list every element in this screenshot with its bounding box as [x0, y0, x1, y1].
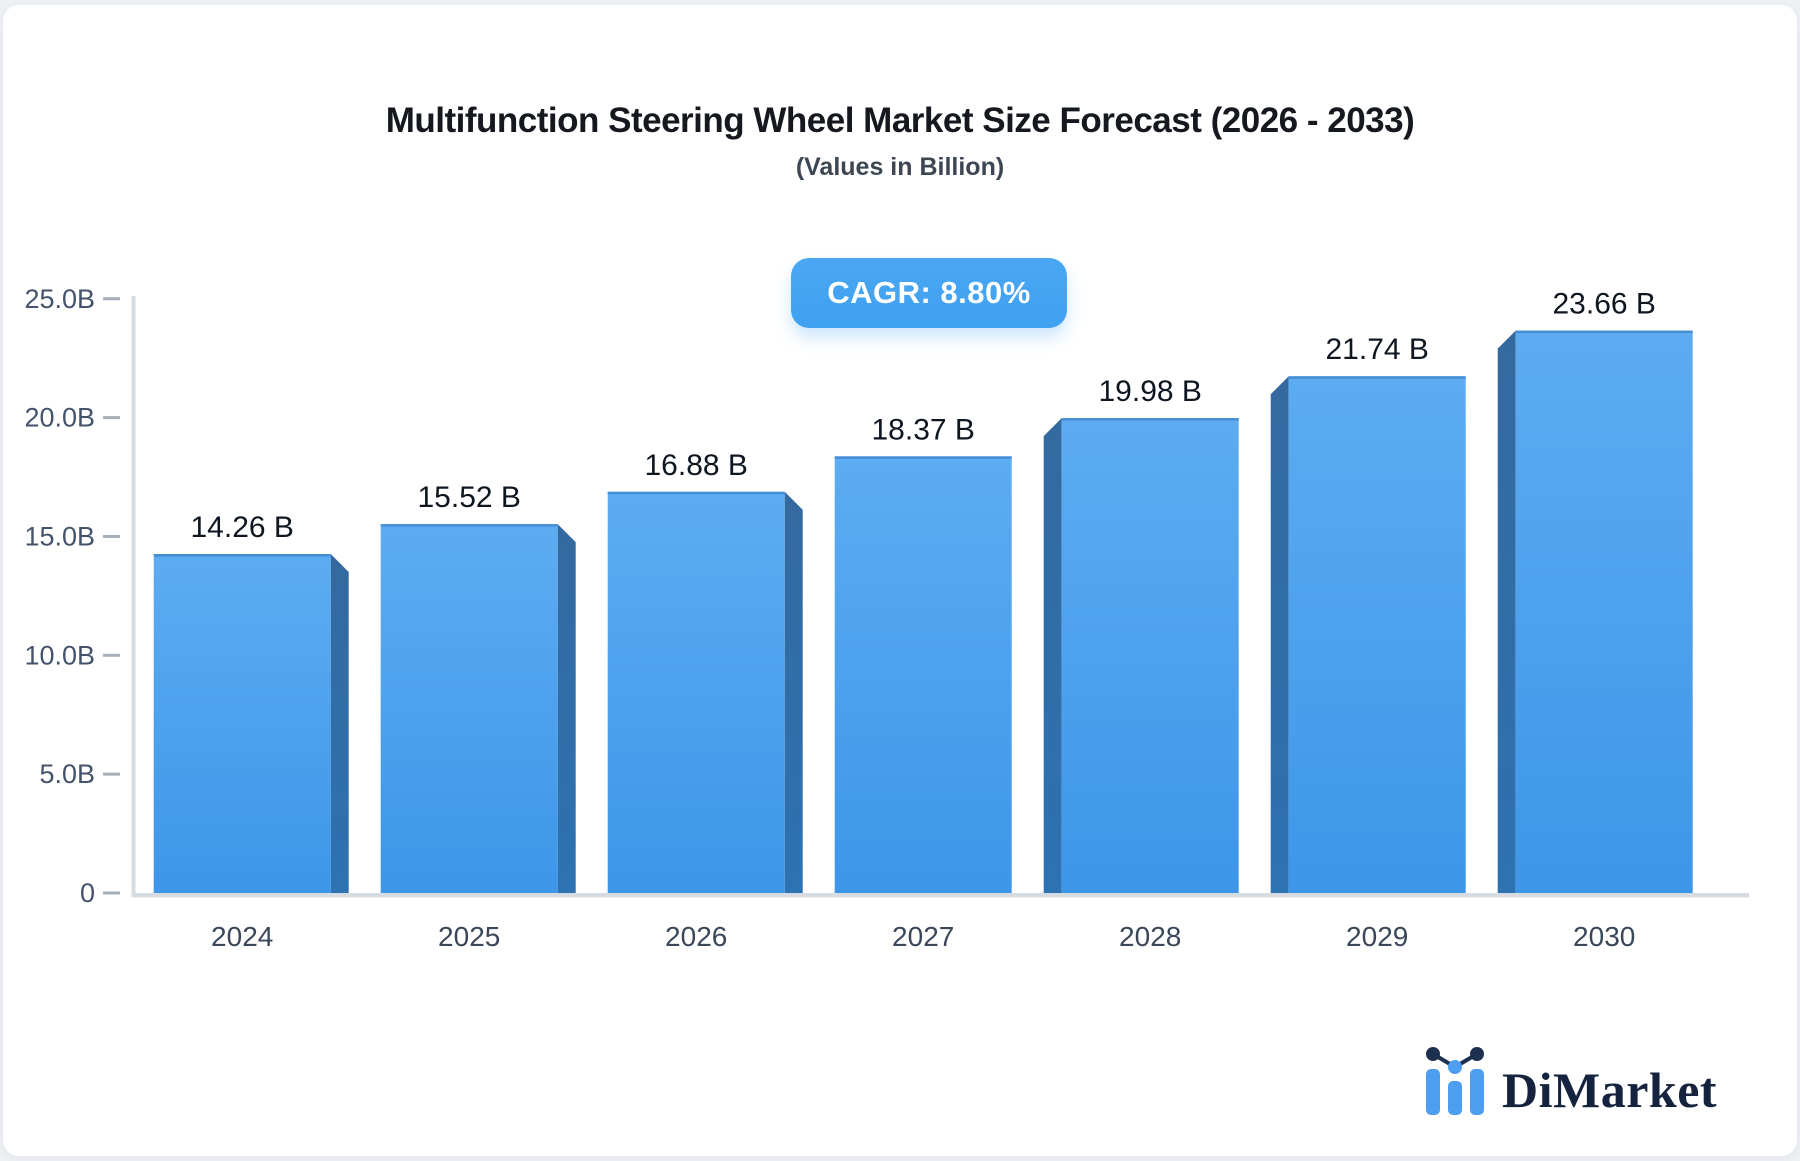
bar-value-label: 18.37 B	[871, 413, 974, 446]
brand-logo-text: DiMarket	[1502, 1065, 1717, 1115]
bar-side	[1271, 376, 1289, 893]
bar-top-edge	[1289, 376, 1466, 379]
bar-top-edge	[1062, 418, 1239, 421]
x-tick-label: 2028	[1119, 921, 1181, 952]
bar-side	[1044, 418, 1062, 893]
bar-top-edge	[608, 492, 785, 495]
bar-side	[1498, 331, 1516, 893]
bar-side	[331, 554, 349, 893]
y-tick-mark	[103, 892, 120, 895]
x-tick-label: 2030	[1573, 921, 1635, 952]
y-tick-label: 0	[80, 878, 95, 908]
bar-value-label: 15.52 B	[417, 481, 520, 514]
y-tick-label: 10.0B	[24, 640, 95, 670]
y-tick-label: 5.0B	[39, 759, 95, 789]
y-tick-label: 15.0B	[24, 521, 95, 551]
y-tick-mark	[103, 416, 120, 419]
bar	[381, 524, 558, 893]
x-tick-label: 2029	[1346, 921, 1408, 952]
bar	[608, 492, 785, 893]
x-tick-label: 2025	[438, 921, 500, 952]
bar-chart: 0 5.0B 10.0B 15.0B 20.0B 25.0B 14.26 B 2024 15.…	[3, 5, 1800, 1161]
y-tick-mark	[103, 773, 120, 776]
bar-side	[558, 524, 576, 893]
bar	[1516, 331, 1693, 893]
bar	[1289, 376, 1466, 893]
bar	[835, 456, 1012, 893]
x-axis-line	[132, 893, 1750, 898]
bar-top-edge	[381, 524, 558, 527]
y-axis-line	[132, 296, 136, 898]
bar-side	[785, 492, 803, 893]
x-tick-label: 2024	[211, 921, 273, 952]
bar	[154, 554, 331, 893]
y-tick-label: 25.0B	[24, 284, 95, 314]
bar	[1062, 418, 1239, 893]
y-tick-mark	[103, 535, 120, 538]
bar-value-label: 16.88 B	[644, 449, 747, 482]
bar-value-label: 19.98 B	[1098, 375, 1201, 408]
y-tick-mark	[103, 654, 120, 657]
brand-logo: DiMarket	[1424, 1043, 1717, 1115]
bar-top-edge	[1516, 331, 1693, 334]
mini-bar-chart-icon	[1424, 1043, 1488, 1115]
chart-card: Multifunction Steering Wheel Market Size…	[3, 5, 1797, 1156]
x-tick-label: 2027	[892, 921, 954, 952]
bar-top-edge	[154, 554, 331, 557]
bar-value-label: 14.26 B	[190, 511, 293, 544]
bar-value-label: 23.66 B	[1552, 288, 1655, 321]
x-tick-label: 2026	[665, 921, 727, 952]
bar-value-label: 21.74 B	[1325, 333, 1428, 366]
y-tick-mark	[103, 297, 120, 300]
bar-top-edge	[835, 456, 1012, 459]
y-tick-label: 20.0B	[24, 403, 95, 433]
